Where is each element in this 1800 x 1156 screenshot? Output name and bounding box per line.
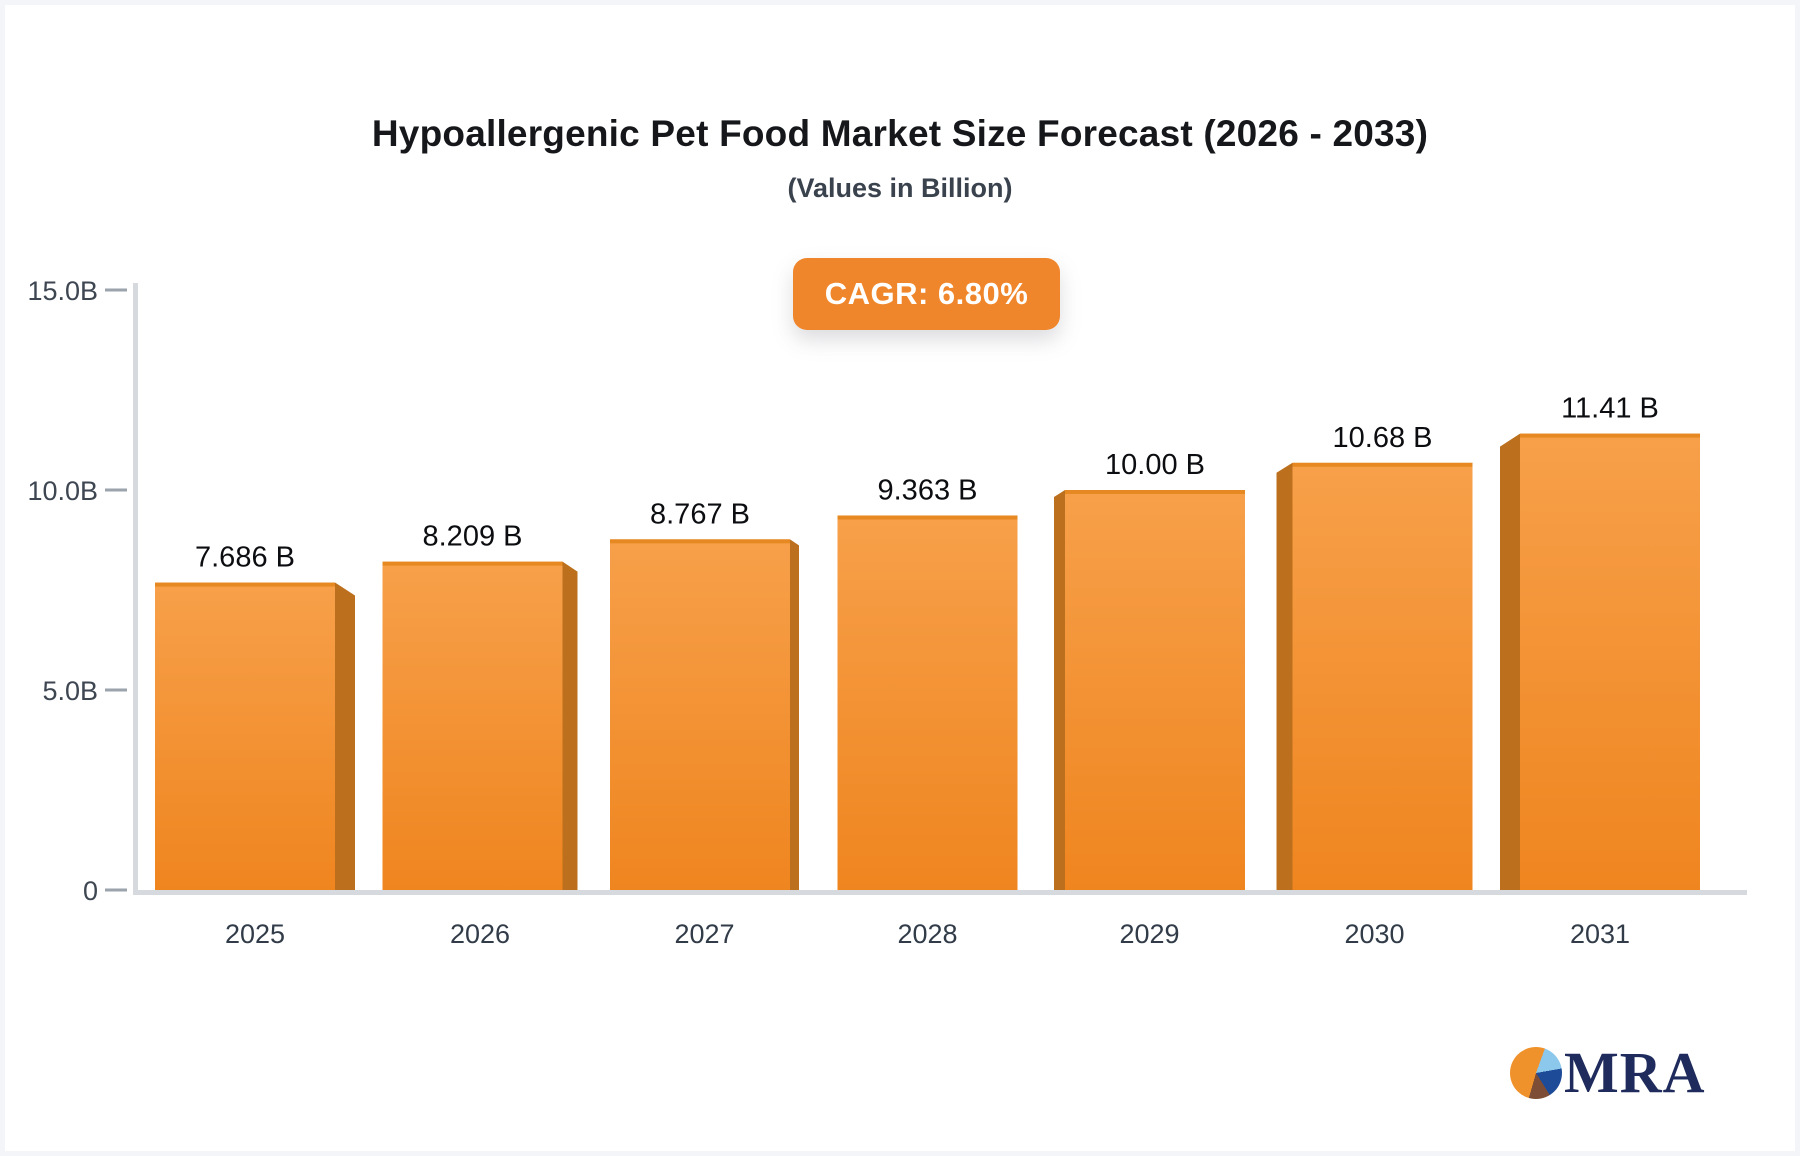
bar: [837, 515, 1018, 890]
x-tick-label: 2028: [897, 919, 957, 949]
x-tick-label: 2027: [674, 919, 734, 949]
bar-top-edge: [1520, 433, 1700, 438]
bar-value-label: 8.209 B: [423, 521, 523, 553]
bar-top-edge: [382, 561, 563, 566]
bar-side-face: [335, 582, 355, 890]
y-axis-line: [133, 283, 138, 895]
bar-top-edge: [155, 582, 335, 587]
y-tick-mark: [105, 888, 127, 892]
pie-chart-logo-icon: [1510, 1047, 1562, 1099]
bar-top-edge: [1065, 490, 1245, 494]
bar: [1520, 433, 1700, 890]
x-tick-label: 2025: [225, 919, 285, 949]
bar-side-face: [562, 561, 578, 890]
bar-top-edge: [1292, 462, 1473, 467]
bar-value-label: 7.686 B: [195, 542, 295, 574]
x-tick-label: 2031: [1570, 919, 1630, 949]
y-tick-label: 15.0B: [27, 276, 98, 306]
bar: [610, 539, 790, 890]
bar-value-label: 11.41 B: [1561, 393, 1659, 425]
chart-title: Hypoallergenic Pet Food Market Size Fore…: [371, 113, 1429, 154]
bar-side-face: [1276, 462, 1293, 890]
bar: [382, 561, 563, 890]
y-tick-label: 5.0B: [42, 676, 98, 706]
cagr-badge: CAGR: 6.80%: [793, 258, 1060, 330]
bar: [1065, 490, 1245, 890]
y-tick-mark: [105, 488, 127, 492]
bar-value-label: 10.68 B: [1333, 422, 1433, 454]
bar-side-face: [1500, 433, 1520, 890]
bar-top-edge: [837, 515, 1018, 520]
bar-side-face: [1054, 490, 1065, 890]
x-tick-label: 2029: [1119, 919, 1179, 949]
bar-value-label: 8.767 B: [650, 498, 750, 530]
chart-subtitle: (Values in Billion): [787, 173, 1013, 203]
bar-top-edge: [610, 539, 790, 544]
x-tick-label: 2026: [450, 919, 510, 949]
y-tick-mark: [105, 688, 127, 692]
y-tick-mark: [105, 288, 127, 292]
bar: [1292, 462, 1473, 890]
x-tick-label: 2030: [1344, 919, 1404, 949]
mra-logo: MRA: [1510, 1041, 1706, 1105]
bar: [155, 582, 335, 890]
y-tick-label: 10.0B: [27, 476, 98, 506]
cagr-badge-label: CAGR: 6.80%: [824, 276, 1029, 311]
logo-text: MRA: [1564, 1040, 1706, 1105]
x-axis-line: [133, 890, 1747, 895]
bar-side-face: [790, 539, 799, 890]
y-tick-label: 0: [83, 876, 98, 906]
bar-value-label: 9.363 B: [878, 474, 978, 506]
bar-value-label: 10.00 B: [1105, 449, 1205, 481]
bar-chart: 15.0B 10.0B 5.0B 0 7.686 B 2025 8.209 B 2026 8.7…: [27, 276, 1747, 949]
